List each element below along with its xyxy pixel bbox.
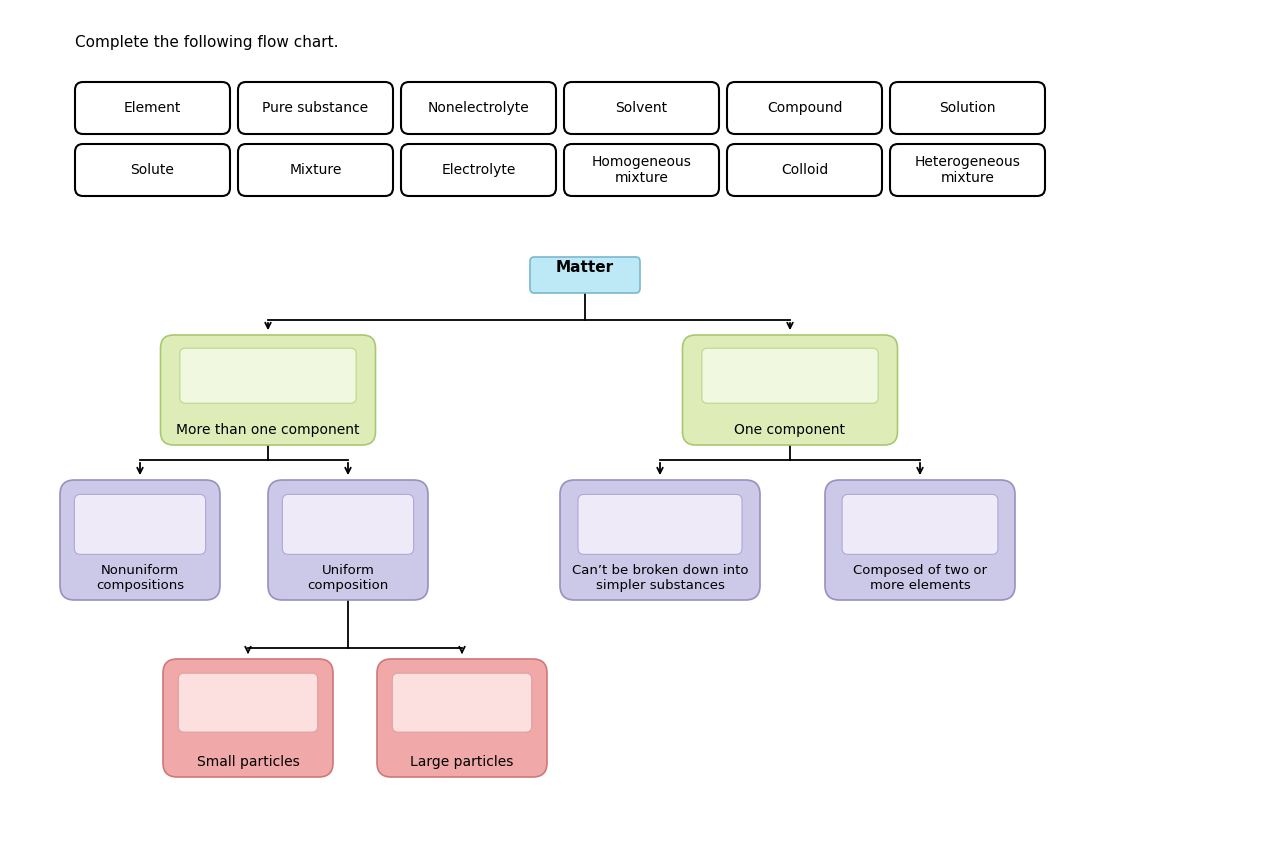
Text: Pure substance: Pure substance bbox=[262, 101, 369, 115]
FancyBboxPatch shape bbox=[238, 82, 393, 134]
Text: Complete the following flow chart.: Complete the following flow chart. bbox=[76, 35, 338, 49]
Text: Can’t be broken down into
simpler substances: Can’t be broken down into simpler substa… bbox=[572, 564, 749, 592]
Text: Large particles: Large particles bbox=[411, 755, 513, 769]
FancyBboxPatch shape bbox=[180, 349, 356, 403]
FancyBboxPatch shape bbox=[178, 673, 317, 732]
FancyBboxPatch shape bbox=[530, 257, 640, 293]
Text: Solvent: Solvent bbox=[616, 101, 668, 115]
FancyBboxPatch shape bbox=[564, 144, 719, 196]
FancyBboxPatch shape bbox=[74, 494, 206, 555]
FancyBboxPatch shape bbox=[701, 349, 878, 403]
Text: One component: One component bbox=[735, 423, 846, 437]
Text: Small particles: Small particles bbox=[197, 755, 300, 769]
FancyBboxPatch shape bbox=[826, 480, 1015, 600]
Text: Matter: Matter bbox=[556, 260, 614, 275]
Text: Colloid: Colloid bbox=[781, 163, 828, 177]
FancyBboxPatch shape bbox=[579, 494, 742, 555]
FancyBboxPatch shape bbox=[682, 335, 897, 445]
FancyBboxPatch shape bbox=[842, 494, 998, 555]
FancyBboxPatch shape bbox=[238, 144, 393, 196]
FancyBboxPatch shape bbox=[76, 82, 230, 134]
FancyBboxPatch shape bbox=[60, 480, 220, 600]
FancyBboxPatch shape bbox=[890, 144, 1044, 196]
FancyBboxPatch shape bbox=[268, 480, 428, 600]
FancyBboxPatch shape bbox=[727, 82, 882, 134]
FancyBboxPatch shape bbox=[401, 82, 556, 134]
Text: Composed of two or
more elements: Composed of two or more elements bbox=[852, 564, 987, 592]
Text: Uniform
composition: Uniform composition bbox=[307, 564, 389, 592]
FancyBboxPatch shape bbox=[76, 144, 230, 196]
Text: Nonelectrolyte: Nonelectrolyte bbox=[428, 101, 530, 115]
FancyBboxPatch shape bbox=[401, 144, 556, 196]
FancyBboxPatch shape bbox=[727, 144, 882, 196]
Text: Nonuniform
compositions: Nonuniform compositions bbox=[96, 564, 184, 592]
FancyBboxPatch shape bbox=[163, 659, 333, 777]
Text: Solution: Solution bbox=[940, 101, 996, 115]
Text: Electrolyte: Electrolyte bbox=[442, 163, 516, 177]
Text: Homogeneous
mixture: Homogeneous mixture bbox=[591, 155, 691, 185]
FancyBboxPatch shape bbox=[160, 335, 375, 445]
Text: Mixture: Mixture bbox=[289, 163, 342, 177]
FancyBboxPatch shape bbox=[890, 82, 1044, 134]
FancyBboxPatch shape bbox=[564, 82, 719, 134]
Text: Compound: Compound bbox=[767, 101, 842, 115]
FancyBboxPatch shape bbox=[561, 480, 760, 600]
Text: Solute: Solute bbox=[131, 163, 174, 177]
Text: More than one component: More than one component bbox=[177, 423, 360, 437]
FancyBboxPatch shape bbox=[392, 673, 531, 732]
FancyBboxPatch shape bbox=[378, 659, 547, 777]
Text: Element: Element bbox=[124, 101, 182, 115]
Text: Heterogeneous
mixture: Heterogeneous mixture bbox=[915, 155, 1020, 185]
FancyBboxPatch shape bbox=[283, 494, 413, 555]
